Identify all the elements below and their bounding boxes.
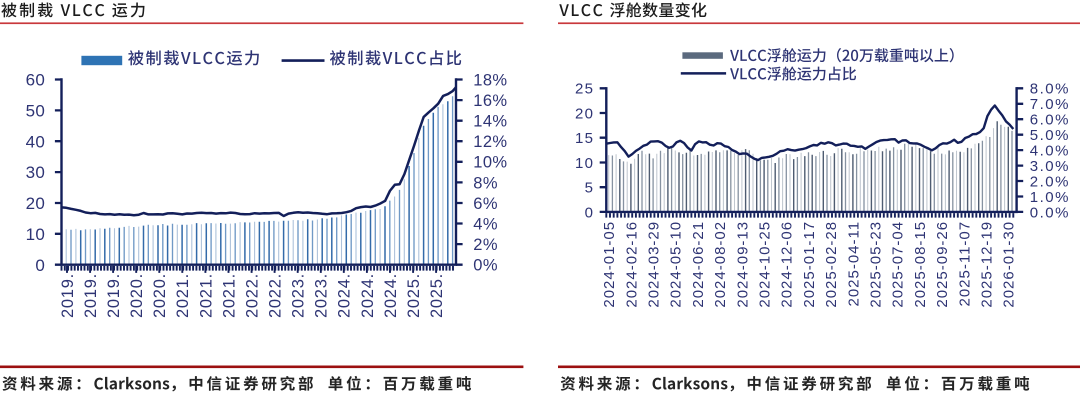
svg-text:2%: 2% <box>473 236 498 254</box>
svg-text:14%: 14% <box>473 113 507 131</box>
svg-text:2024-03-29: 2024-03-29 <box>646 221 663 308</box>
svg-text:2025-02-28: 2025-02-28 <box>823 221 840 308</box>
svg-text:2021.: 2021. <box>174 273 192 318</box>
svg-text:8.0%: 8.0% <box>1030 81 1070 98</box>
svg-text:6.0%: 6.0% <box>1030 112 1070 129</box>
svg-text:6%: 6% <box>473 195 498 213</box>
svg-text:2024-05-10: 2024-05-10 <box>668 221 685 308</box>
svg-text:18%: 18% <box>473 71 507 89</box>
svg-text:2024.: 2024. <box>336 273 354 318</box>
svg-text:40: 40 <box>26 132 46 151</box>
svg-text:2024-06-21: 2024-06-21 <box>690 221 707 308</box>
svg-text:0.0%: 0.0% <box>1030 204 1070 221</box>
svg-text:50: 50 <box>26 102 46 121</box>
svg-text:2025-11-07: 2025-11-07 <box>956 221 973 307</box>
svg-text:4%: 4% <box>473 215 498 233</box>
svg-text:2021.: 2021. <box>220 273 238 318</box>
svg-text:2026-01-30: 2026-01-30 <box>1001 221 1018 308</box>
svg-text:7.0%: 7.0% <box>1030 96 1070 113</box>
svg-text:2024-08-02: 2024-08-02 <box>712 221 729 308</box>
svg-text:2019.: 2019. <box>82 273 100 318</box>
svg-text:4.0%: 4.0% <box>1030 143 1070 160</box>
svg-text:2024-10-25: 2024-10-25 <box>757 221 774 308</box>
svg-text:2022.: 2022. <box>267 273 285 318</box>
svg-text:1.0%: 1.0% <box>1030 189 1070 206</box>
svg-text:2025-04-11: 2025-04-11 <box>845 221 862 307</box>
svg-text:25: 25 <box>575 81 594 98</box>
svg-text:2024-01-05: 2024-01-05 <box>601 221 618 308</box>
svg-text:2024.: 2024. <box>382 273 400 318</box>
svg-text:2024-09-13: 2024-09-13 <box>734 221 751 308</box>
svg-text:2024-02-16: 2024-02-16 <box>623 221 640 308</box>
svg-text:15: 15 <box>575 130 594 147</box>
svg-text:2025-09-26: 2025-09-26 <box>934 221 951 308</box>
svg-text:2025-01-17: 2025-01-17 <box>801 221 818 308</box>
svg-text:2022.: 2022. <box>244 273 262 318</box>
svg-text:10: 10 <box>575 155 594 172</box>
svg-text:2025-05-23: 2025-05-23 <box>868 221 885 308</box>
svg-text:2025-08-15: 2025-08-15 <box>912 221 929 308</box>
svg-text:20: 20 <box>575 105 594 122</box>
svg-text:2021.: 2021. <box>197 273 215 318</box>
svg-text:12%: 12% <box>473 133 507 151</box>
svg-text:10: 10 <box>26 225 46 244</box>
svg-text:2020.: 2020. <box>128 273 146 318</box>
svg-text:16%: 16% <box>473 92 507 110</box>
svg-text:2023.: 2023. <box>290 273 308 318</box>
svg-text:0: 0 <box>35 256 45 275</box>
svg-text:3.0%: 3.0% <box>1030 158 1070 175</box>
svg-text:2025.: 2025. <box>405 273 423 318</box>
svg-text:2025-12-19: 2025-12-19 <box>979 221 996 308</box>
svg-text:2024-12-06: 2024-12-06 <box>779 221 796 308</box>
svg-text:2025-07-04: 2025-07-04 <box>890 221 907 308</box>
svg-text:8%: 8% <box>473 174 498 192</box>
svg-text:2025.: 2025. <box>428 273 446 318</box>
svg-text:0: 0 <box>585 204 595 221</box>
svg-text:2023.: 2023. <box>313 273 331 318</box>
svg-text:2024.: 2024. <box>359 273 377 318</box>
svg-text:60: 60 <box>26 71 46 90</box>
svg-text:2019.: 2019. <box>105 273 123 318</box>
svg-text:2019.: 2019. <box>59 273 77 318</box>
svg-text:2020.: 2020. <box>151 273 169 318</box>
svg-text:2.0%: 2.0% <box>1030 173 1070 190</box>
svg-text:5.0%: 5.0% <box>1030 127 1070 144</box>
svg-text:10%: 10% <box>473 154 507 172</box>
svg-text:0%: 0% <box>473 257 498 275</box>
svg-text:20: 20 <box>26 194 46 213</box>
svg-text:30: 30 <box>26 163 46 182</box>
svg-text:5: 5 <box>585 180 595 197</box>
